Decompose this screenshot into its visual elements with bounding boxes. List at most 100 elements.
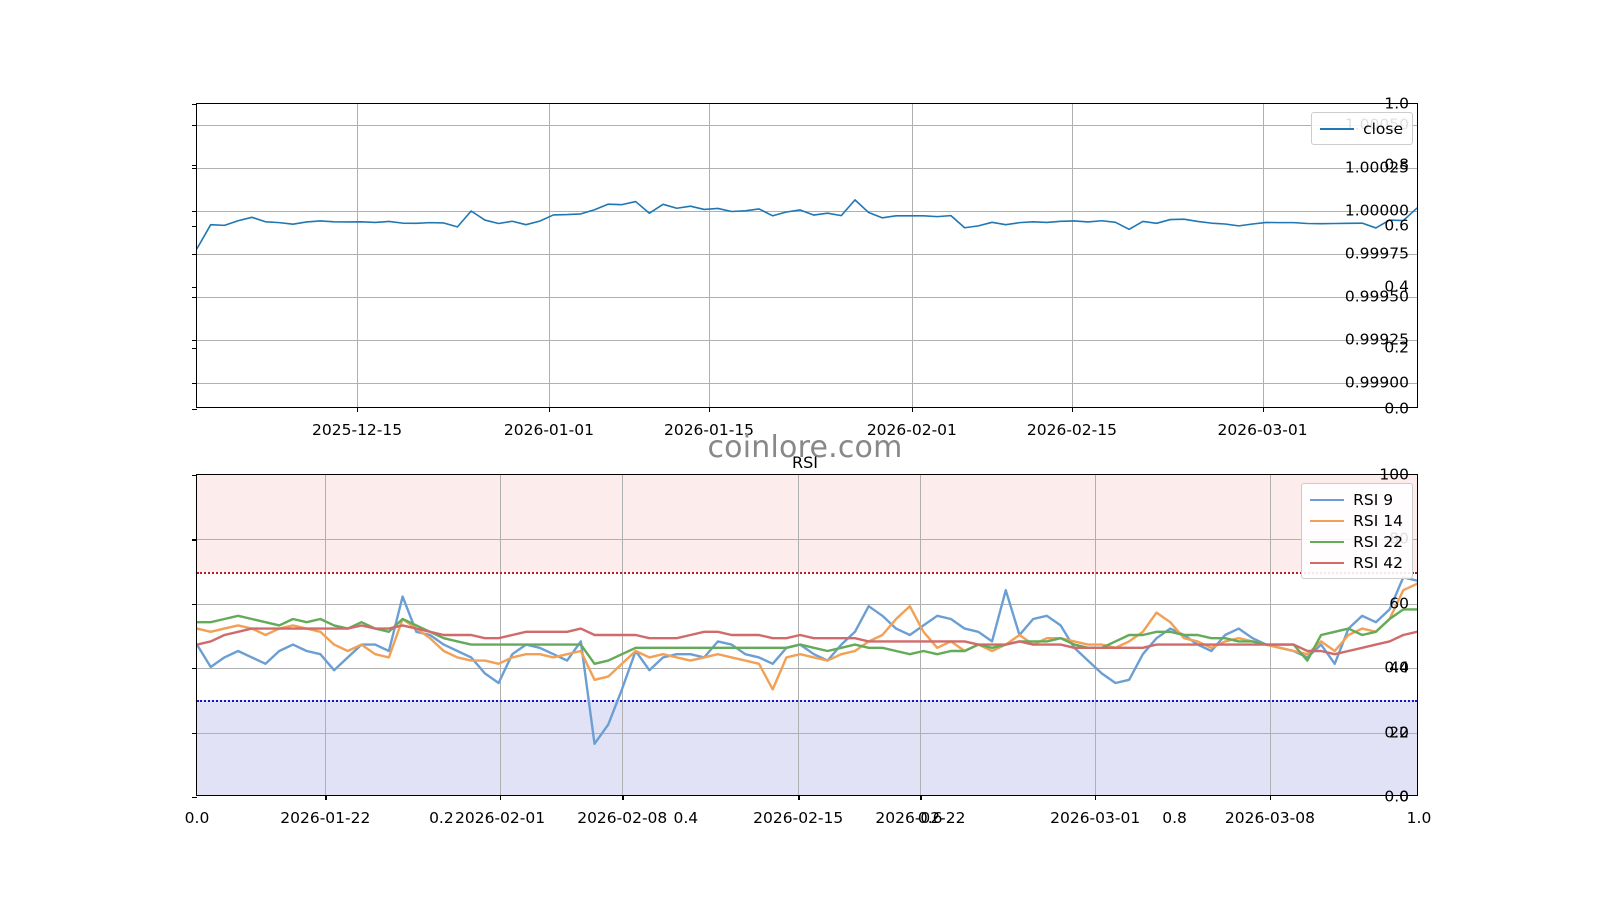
rsi-plot-area [197, 475, 1417, 795]
axis-tick-label: 2026-01-22 [280, 809, 371, 827]
gridline-vertical [500, 475, 502, 795]
gridline-vertical [709, 104, 711, 407]
axis-tick-label: 2026-02-22 [875, 809, 966, 827]
axis-tick-mark [357, 407, 359, 412]
gridline-horizontal [197, 167, 1417, 169]
axis-tick-label: 0.6 [917, 809, 943, 827]
price-series-close [197, 104, 1417, 407]
axis-tick-mark [500, 795, 502, 800]
threshold-line [197, 571, 1417, 574]
legend-item[interactable]: RSI 42 [1310, 552, 1403, 573]
axis-tick-mark [548, 407, 551, 412]
axis-tick-label: 2026-02-01 [866, 421, 957, 439]
axis-tick-label: 0.2 [1384, 722, 1409, 741]
gridline-vertical [1269, 475, 1271, 795]
axis-tick-label: 100 [1379, 465, 1409, 484]
axis-tick-label: 0.0 [1384, 399, 1409, 418]
axis-tick-label: 2026-02-15 [753, 809, 844, 827]
axis-tick-label: 2026-01-15 [663, 421, 755, 439]
axis-tick-label: 2026-03-01 [1050, 809, 1141, 827]
axis-tick-mark [1262, 407, 1264, 412]
axis-tick-label: 0.4 [1384, 658, 1409, 677]
legend-color-swatch [1320, 127, 1355, 130]
axis-tick-label: 0.99925 [1344, 330, 1409, 349]
axis-tick-label: 0.2 [1384, 338, 1409, 357]
axis-tick-label: 1.00025 [1344, 158, 1409, 176]
axis-tick-mark [192, 348, 197, 350]
legend-color-swatch [1310, 561, 1345, 564]
axis-tick-mark [192, 296, 197, 299]
axis-tick-label: 0.99975 [1344, 244, 1409, 263]
axis-tick-label: 2025-12-15 [312, 421, 403, 439]
threshold-band [197, 475, 1417, 572]
axis-tick-mark [192, 104, 197, 106]
axis-tick-label: 0.0 [184, 809, 210, 827]
threshold-line [197, 700, 1417, 703]
axis-tick-label: 2026-02-08 [577, 809, 668, 827]
legend-item[interactable]: RSI 9 [1310, 489, 1403, 510]
axis-tick-mark [192, 603, 197, 606]
axis-tick-mark [325, 795, 327, 800]
legend-item-label: RSI 22 [1353, 532, 1403, 551]
axis-tick-label: 1.0 [1384, 94, 1409, 113]
price-plot-area [197, 104, 1417, 407]
axis-tick-label: 2026-02-15 [1026, 421, 1117, 439]
axis-tick-label: 0.4 [673, 809, 699, 827]
axis-tick-mark [192, 124, 197, 126]
gridline-vertical [325, 475, 327, 795]
axis-tick-mark [911, 407, 914, 412]
legend-item-label: RSI 9 [1353, 490, 1394, 509]
axis-tick-label: 2026-03-01 [1217, 421, 1308, 439]
axis-tick-label: 2026-03-08 [1224, 809, 1315, 827]
coinlore-watermark: coinlore.com [707, 430, 903, 465]
axis-tick-label: 60 [1389, 594, 1409, 613]
legend-color-swatch [1310, 540, 1345, 543]
rsi-series-group [197, 475, 1417, 795]
axis-tick-mark [192, 383, 197, 385]
legend-item-label: close [1363, 119, 1403, 138]
axis-tick-label: 2026-02-01 [455, 809, 546, 827]
axis-tick-mark [192, 165, 197, 167]
rsi-chart-axes: 100806040200 0.40.20.0 2026-01-222026-02… [185, 467, 1432, 826]
axis-tick-label: 0.8 [1162, 809, 1187, 827]
price-chart-axes: 1.000501.000251.000000.999750.999500.999… [192, 96, 1418, 438]
axis-tick-label: 0.6 [1384, 216, 1409, 235]
axis-tick-label: 0.2 [429, 809, 454, 827]
axis-tick-label: 40 [1389, 658, 1409, 677]
axis-tick-mark [798, 795, 800, 800]
gridline-vertical [357, 104, 359, 407]
axis-tick-label: 0.4 [1384, 277, 1409, 296]
gridline-horizontal [197, 253, 1417, 255]
axis-tick-mark [192, 732, 197, 734]
axis-tick-mark [709, 407, 711, 412]
gridline-horizontal [197, 210, 1417, 212]
axis-tick-mark [192, 253, 197, 256]
axis-tick-mark [192, 539, 197, 541]
legend-item[interactable]: RSI 14 [1310, 510, 1403, 531]
rsi-chart-title: RSI [792, 453, 818, 472]
legend-color-swatch [1310, 519, 1345, 522]
axis-tick-mark [920, 795, 922, 800]
axis-tick-mark [192, 797, 197, 799]
gridline-vertical [911, 104, 913, 407]
axis-tick-label: 2026-01-01 [503, 421, 594, 439]
axis-tick-label: 0.99900 [1344, 373, 1409, 392]
axis-tick-label: 0.99950 [1344, 287, 1409, 306]
axis-tick-mark [192, 167, 197, 170]
gridline-vertical [1095, 475, 1097, 795]
axis-tick-mark [192, 409, 197, 411]
axis-tick-label: 1.0 [1406, 809, 1432, 827]
legend-item-label: RSI 14 [1353, 511, 1403, 530]
gridline-horizontal [197, 340, 1417, 342]
legend-item[interactable]: close [1320, 118, 1403, 139]
gridline-horizontal [197, 124, 1417, 126]
axis-tick-mark [1269, 795, 1272, 800]
rsi-legend[interactable]: RSI 9 RSI 14 RSI 22 RSI 42 [1301, 483, 1413, 579]
threshold-band [197, 700, 1417, 795]
axis-tick-label: 0 [1399, 787, 1409, 806]
axis-tick-mark [1071, 407, 1074, 412]
price-legend[interactable]: close [1311, 112, 1413, 145]
legend-item[interactable]: RSI 22 [1310, 531, 1403, 552]
axis-tick-label: 1.00000 [1344, 201, 1409, 220]
